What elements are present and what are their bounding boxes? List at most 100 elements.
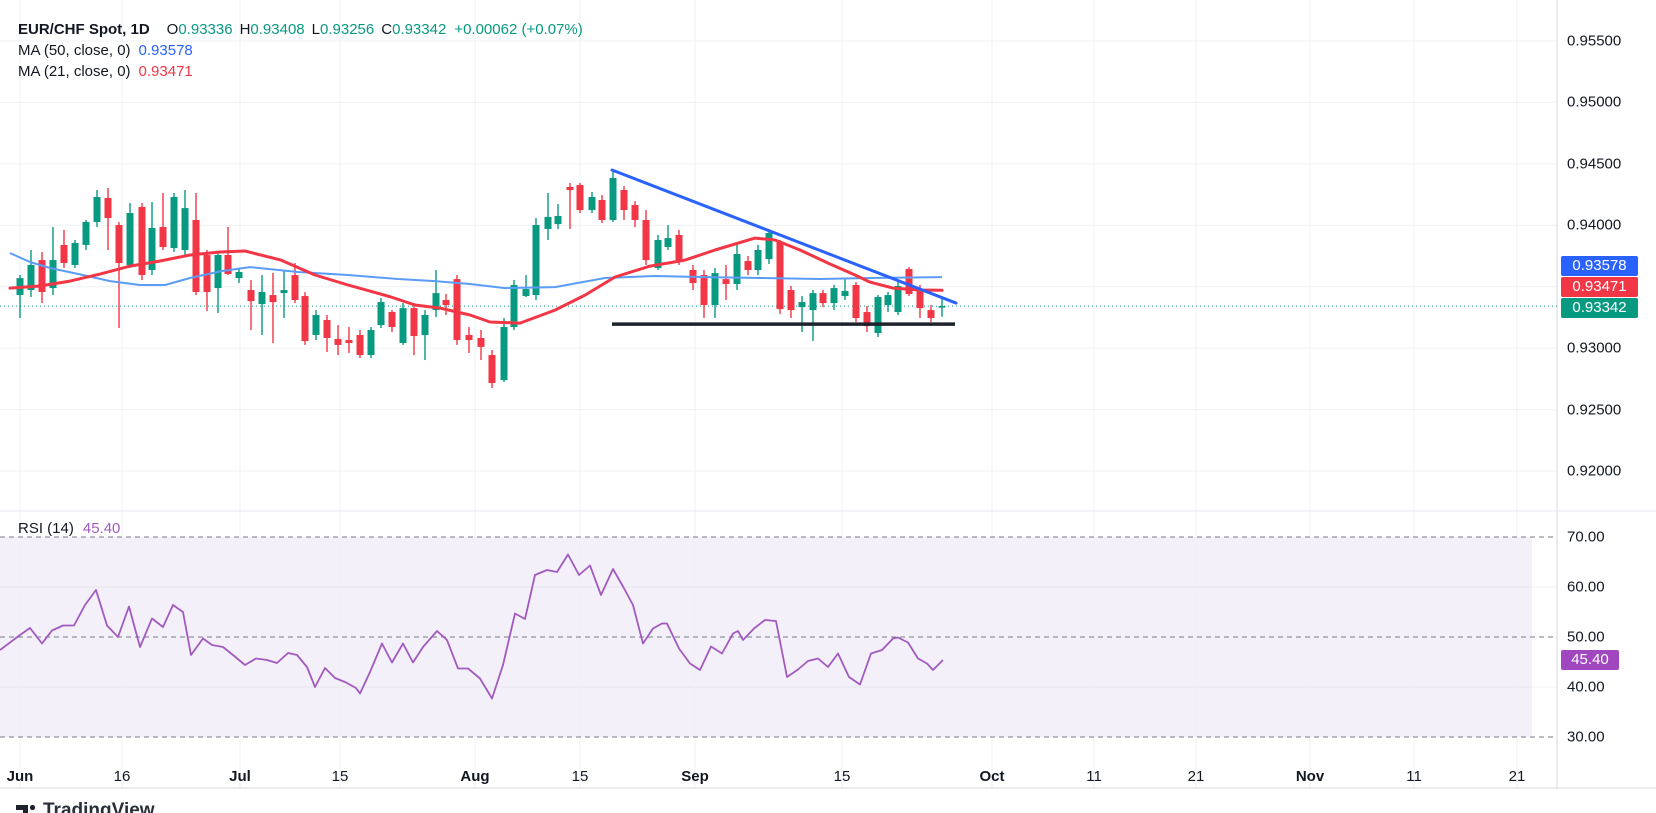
symbol-legend-row[interactable]: EUR/CHF Spot, 1D O0.93336 H0.93408 L0.93256… <box>18 20 583 40</box>
candle-down <box>819 293 827 304</box>
rsi-label: RSI (14) <box>18 520 74 537</box>
time-axis-tick[interactable]: 21 <box>1187 768 1205 785</box>
rsi-value: 45.40 <box>82 520 121 537</box>
candle-up <box>884 295 892 306</box>
ma21-legend-row[interactable]: MA (21, close, 0) 0.93471 <box>18 62 583 82</box>
candle-up <box>170 197 178 249</box>
candle-down <box>115 225 123 264</box>
candle-up <box>798 302 806 308</box>
price-axis-tick[interactable]: 0.94500 <box>1567 155 1622 173</box>
candle-up <box>421 314 429 336</box>
candle-down <box>291 275 299 300</box>
candle-up <box>377 302 385 326</box>
candle-down <box>675 234 683 261</box>
rsi-value-badge: 45.40 <box>1561 650 1619 670</box>
price-axis-tick[interactable]: 0.95000 <box>1567 93 1622 111</box>
candle-up <box>258 292 266 305</box>
candle-down <box>453 279 461 341</box>
time-axis-tick[interactable]: 21 <box>1508 768 1526 785</box>
candle-down <box>323 320 331 338</box>
candle-down <box>442 299 450 306</box>
rsi-axis-tick[interactable]: 70.00 <box>1567 528 1605 546</box>
time-axis-tick[interactable]: Sep <box>681 768 709 785</box>
rsi-legend-row[interactable]: RSI (14) 45.40 <box>18 520 120 537</box>
candle-up <box>71 242 79 265</box>
high-value: 0.93408 <box>250 21 305 38</box>
candle-up <box>522 289 530 297</box>
candle-up <box>894 285 902 313</box>
rsi-axis-tick[interactable]: 30.00 <box>1567 728 1605 746</box>
candle-down <box>852 284 860 319</box>
candle-up <box>830 288 838 304</box>
low-label: L <box>311 21 320 38</box>
candle-down <box>576 184 584 211</box>
tradingview-watermark[interactable]: TradingView <box>16 800 155 813</box>
ma50-value: 0.93578 <box>138 42 193 59</box>
candle-down <box>477 337 485 347</box>
ma50-line <box>9 252 943 290</box>
ma21-label: MA (21, close, 0) <box>18 63 131 80</box>
last-price-badge: 0.93342 <box>1561 298 1638 318</box>
time-axis-tick[interactable]: Nov <box>1295 768 1325 785</box>
candle-down <box>356 335 364 356</box>
rsi-axis-tick[interactable]: 50.00 <box>1567 628 1605 646</box>
change-value: +0.00062 (+0.07%) <box>454 21 583 38</box>
time-axis-tick[interactable]: 15 <box>331 768 349 785</box>
candle-down <box>138 206 146 276</box>
price-axis-tick[interactable]: 0.92000 <box>1567 462 1622 480</box>
candle-down <box>247 290 255 302</box>
candle-down <box>642 220 650 261</box>
time-axis-tick[interactable]: Oct <box>979 768 1005 785</box>
trendline-drawing[interactable] <box>610 168 958 305</box>
time-axis-tick[interactable]: Jun <box>6 768 34 785</box>
price-axis-tick[interactable]: 0.94000 <box>1567 216 1622 234</box>
candle-up <box>432 293 440 311</box>
candle-up <box>711 273 719 306</box>
candle-up <box>754 249 762 271</box>
time-axis-tick[interactable]: 11 <box>1406 768 1422 785</box>
time-axis-tick[interactable]: 11 <box>1086 768 1102 785</box>
candle-up <box>664 238 672 248</box>
time-axis-tick[interactable]: Aug <box>460 768 490 785</box>
candle-down <box>927 310 935 319</box>
candle-up <box>938 306 946 308</box>
candle-down <box>488 355 496 384</box>
candle-down <box>410 308 418 336</box>
price-axis-tick[interactable]: 0.95500 <box>1567 32 1622 50</box>
candle-down <box>620 190 628 211</box>
candle-up <box>609 177 617 221</box>
candle-up <box>500 327 508 381</box>
ma21-line <box>8 236 944 325</box>
ma50-legend-row[interactable]: MA (50, close, 0) 0.93578 <box>18 41 583 61</box>
candle-down <box>224 255 232 274</box>
time-axis-tick[interactable]: 15 <box>571 768 589 785</box>
time-axis-tick[interactable]: 16 <box>113 768 131 785</box>
low-value: 0.93256 <box>320 21 375 38</box>
candle-up <box>544 216 552 229</box>
candle-down <box>863 312 871 327</box>
candle-down <box>38 260 46 293</box>
price-axis-tick[interactable]: 0.93000 <box>1567 339 1622 357</box>
candle-up <box>841 291 849 297</box>
candle-up <box>93 197 101 222</box>
candle-up <box>733 254 741 285</box>
candle-up <box>27 264 35 291</box>
candle-up <box>554 215 562 225</box>
ma21-price-badge: 0.93471 <box>1561 277 1638 297</box>
candle-up <box>874 297 882 334</box>
candle-up <box>181 208 189 250</box>
ma21-value: 0.93471 <box>138 63 193 80</box>
price-axis-tick[interactable]: 0.92500 <box>1567 401 1622 419</box>
rsi-axis-tick[interactable]: 40.00 <box>1567 678 1605 696</box>
candle-down <box>345 340 353 343</box>
time-axis-tick[interactable]: Jul <box>229 768 251 785</box>
candle-down <box>722 279 730 285</box>
time-axis-tick[interactable]: 15 <box>833 768 851 785</box>
watermark-text: TradingView <box>43 800 155 813</box>
ma50-price-badge: 0.93578 <box>1561 256 1638 276</box>
rsi-axis-tick[interactable]: 60.00 <box>1567 578 1605 596</box>
tradingview-logo-icon <box>16 804 36 813</box>
candle-up <box>235 271 243 279</box>
candle-down <box>700 275 708 306</box>
